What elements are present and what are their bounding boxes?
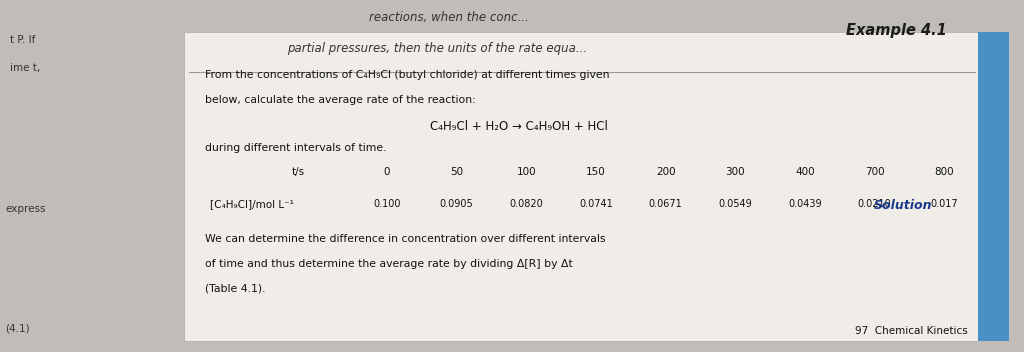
Text: t P. If: t P. If (10, 35, 36, 45)
Text: 200: 200 (655, 167, 676, 177)
Text: 0: 0 (384, 167, 390, 177)
Text: We can determine the difference in concentration over different intervals: We can determine the difference in conce… (205, 234, 605, 244)
Text: 0.0905: 0.0905 (440, 199, 473, 209)
Text: (Table 4.1).: (Table 4.1). (205, 283, 265, 293)
Text: 150: 150 (586, 167, 606, 177)
Text: partial pressures, then the units of the rate equa...: partial pressures, then the units of the… (287, 42, 587, 55)
Text: Solution: Solution (873, 199, 932, 212)
Text: during different intervals of time.: during different intervals of time. (205, 143, 386, 152)
Text: 50: 50 (451, 167, 463, 177)
Text: 0.0210: 0.0210 (858, 199, 891, 209)
Text: 700: 700 (864, 167, 885, 177)
Text: 0.100: 0.100 (374, 199, 400, 209)
Text: C₄H₉Cl + H₂O → C₄H₉OH + HCl: C₄H₉Cl + H₂O → C₄H₉OH + HCl (430, 120, 608, 133)
Text: 0.0439: 0.0439 (788, 199, 821, 209)
Text: ime t,: ime t, (10, 63, 41, 73)
Bar (978, 32, 1009, 341)
Text: 0.0820: 0.0820 (510, 199, 543, 209)
Text: Example 4.1: Example 4.1 (847, 23, 947, 38)
Text: below, calculate the average rate of the reaction:: below, calculate the average rate of the… (205, 95, 475, 105)
Text: 400: 400 (795, 167, 815, 177)
Text: 97  Chemical Kinetics: 97 Chemical Kinetics (855, 326, 968, 335)
Text: 0.0671: 0.0671 (649, 199, 682, 209)
Text: t/s: t/s (292, 167, 305, 177)
Text: (4.1): (4.1) (5, 324, 30, 334)
FancyBboxPatch shape (184, 32, 978, 341)
Text: reactions, when the conc...: reactions, when the conc... (369, 11, 528, 24)
Text: 0.0549: 0.0549 (719, 199, 752, 209)
Text: 800: 800 (934, 167, 954, 177)
Text: 0.017: 0.017 (931, 199, 957, 209)
Text: express: express (5, 204, 46, 214)
Text: 0.0741: 0.0741 (580, 199, 612, 209)
Text: [C₄H₉Cl]/mol L⁻¹: [C₄H₉Cl]/mol L⁻¹ (210, 199, 294, 209)
Text: of time and thus determine the average rate by dividing Δ[R] by Δt: of time and thus determine the average r… (205, 259, 572, 269)
Text: 300: 300 (725, 167, 745, 177)
Text: From the concentrations of C₄H₉Cl (butyl chloride) at different times given: From the concentrations of C₄H₉Cl (butyl… (205, 70, 609, 80)
Text: 100: 100 (516, 167, 537, 177)
